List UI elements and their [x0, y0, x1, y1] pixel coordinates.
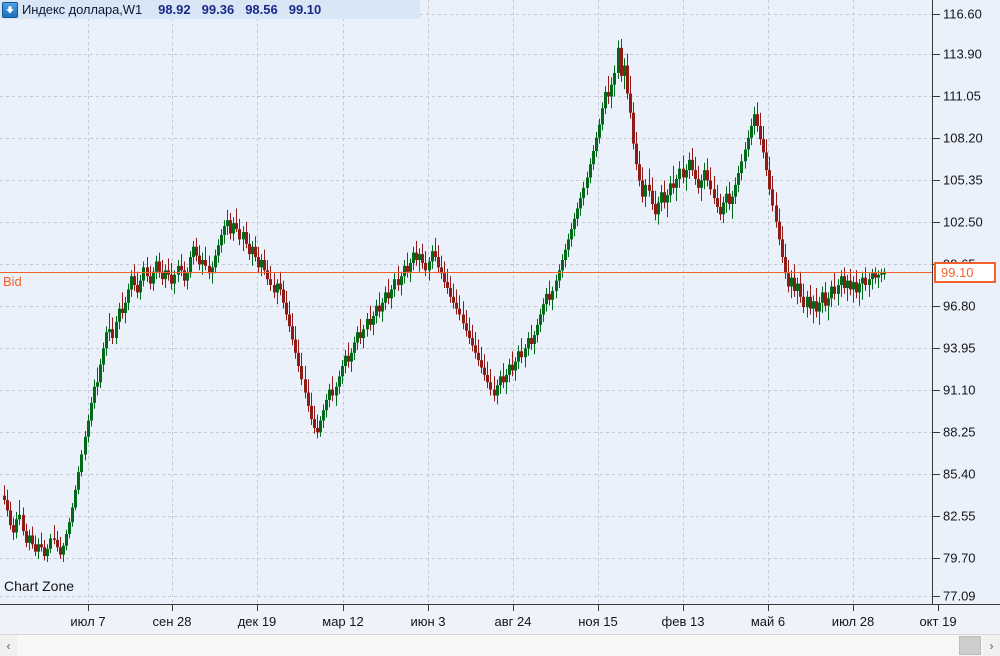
time-tick-label: мар 12: [322, 614, 364, 629]
price-tick-label: 111.05: [943, 88, 981, 104]
price-tick-label: 105.35: [943, 172, 983, 188]
price-tick: [933, 54, 940, 55]
ohlc-open: 98.92: [158, 2, 191, 17]
chart-plot-area[interactable]: [0, 0, 932, 604]
time-tick-label: фев 13: [661, 614, 705, 629]
time-tick-label: июн 3: [410, 614, 446, 629]
current-price-value: 99.10: [941, 265, 974, 280]
price-tick: [933, 138, 940, 139]
scroll-right-arrow-icon[interactable]: ›: [983, 635, 1000, 656]
current-price-badge: 99.10: [934, 262, 996, 283]
price-tick-label: 102.50: [943, 214, 983, 230]
price-tick: [933, 96, 940, 97]
price-tick: [933, 516, 940, 517]
bid-label: Bid: [3, 274, 22, 289]
price-tick: [933, 596, 940, 597]
time-tick: [768, 605, 769, 611]
price-tick-label: 79.70: [943, 550, 976, 566]
time-axis[interactable]: июл 7 сен 28 дек 19 мар 12 июн 3 авг 24 ноя 15…: [0, 604, 1000, 634]
time-tick: [88, 605, 89, 611]
scrollbar-track[interactable]: [17, 635, 983, 656]
price-tick-label: 116.60: [943, 6, 982, 22]
chart-zone-watermark: Chart Zone: [4, 578, 75, 594]
time-tick: [172, 605, 173, 611]
price-tick-label: 96.80: [943, 298, 976, 314]
time-tick: [598, 605, 599, 611]
time-tick-label: авг 24: [494, 614, 532, 629]
scroll-left-arrow-icon[interactable]: ‹: [0, 635, 17, 656]
price-tick: [933, 432, 940, 433]
price-tick-label: 91.10: [943, 382, 976, 398]
price-tick-label: 82.55: [943, 508, 976, 524]
time-tick-label: июл 7: [70, 614, 106, 629]
price-tick-label: 113.90: [943, 46, 982, 62]
time-tick-label: ноя 15: [578, 614, 618, 629]
price-tick-label: 108.20: [943, 130, 983, 146]
candlestick-series: [3, 39, 886, 562]
ohlc-low: 98.56: [245, 2, 278, 17]
time-tick-label: дек 19: [237, 614, 277, 629]
price-tick: [933, 348, 940, 349]
time-tick: [513, 605, 514, 611]
price-tick: [933, 14, 940, 15]
time-tick-label: сен 28: [152, 614, 192, 629]
time-tick: [343, 605, 344, 611]
price-tick-label: 88.25: [943, 424, 976, 440]
time-tick-label: окт 19: [919, 614, 957, 629]
time-tick: [428, 605, 429, 611]
price-tick: [933, 390, 940, 391]
bid-price-line: [0, 272, 932, 273]
ohlc-high: 99.36: [201, 2, 235, 17]
scrollbar-thumb[interactable]: [959, 636, 981, 655]
time-tick: [683, 605, 684, 611]
time-tick-label: май 6: [750, 614, 786, 629]
price-tick-label: 85.40: [943, 466, 976, 482]
time-tick: [853, 605, 854, 611]
price-tick: [933, 180, 940, 181]
time-tick: [938, 605, 939, 611]
time-tick: [257, 605, 258, 611]
price-tick-label: 93.95: [943, 340, 976, 356]
time-tick-label: июл 28: [831, 614, 875, 629]
price-tick: [933, 306, 940, 307]
arrow-down-icon[interactable]: [2, 1, 18, 18]
symbol-header-bar: Индекс доллара,W1 98.92 99.36 98.56 99.1…: [0, 0, 420, 19]
price-tick: [933, 222, 940, 223]
price-tick-label: 77.09: [943, 588, 976, 604]
price-axis[interactable]: 99.10 116.60 113.90 111.05 108.20 105.35 102.…: [932, 0, 1000, 604]
price-tick: [933, 558, 940, 559]
price-tick: [933, 474, 940, 475]
chart-grid: [0, 0, 932, 604]
symbol-title: Индекс доллара,W1: [22, 2, 143, 17]
ohlc-close: 99.10: [288, 2, 322, 17]
horizontal-scrollbar[interactable]: ‹ ›: [0, 634, 1000, 656]
